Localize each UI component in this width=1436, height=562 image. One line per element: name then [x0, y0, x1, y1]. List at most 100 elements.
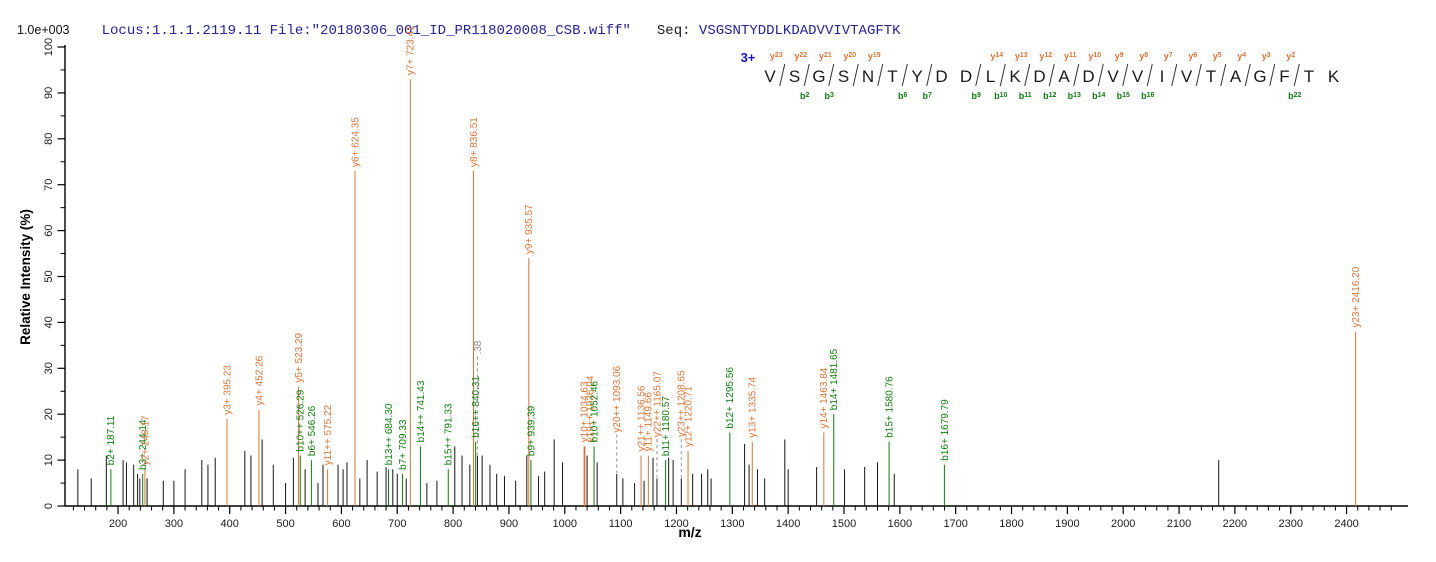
fragment-slash [1024, 63, 1031, 87]
peak-label-y-ion: y19++ 1036.04 [585, 375, 596, 442]
peak-label-y-ion: y7+ 723.41 [406, 25, 417, 75]
fragment-slash [1220, 63, 1227, 87]
title-line: Locus:1.1.1.2119.11 File:"20180306_001_I… [68, 7, 901, 55]
peak-label-b-ion: b16+ 1679.79 [940, 399, 951, 461]
residue-letter: D [1082, 67, 1094, 86]
fragment-slash [999, 63, 1006, 87]
x-tick-label: 1300 [720, 518, 744, 530]
y-tick-label: 40 [43, 316, 55, 328]
b-ion-tag: b9 [972, 91, 982, 101]
y-ion-tag: y12 [1039, 51, 1052, 61]
residue-letter: S [838, 67, 849, 86]
seq-value: VSGSNTYDDLKDADVVIVTAGFTK [698, 23, 901, 39]
residue-letter: I [1160, 67, 1165, 86]
residue-letter: A [1058, 67, 1070, 86]
x-tick-label: 1200 [664, 518, 688, 530]
y-ion-tag: y22 [794, 51, 807, 61]
residue-letter: T [1304, 67, 1314, 86]
b-ion-tag: b11 [1019, 91, 1032, 101]
peak-label-b-ion: b10+ 1052.46 [589, 380, 600, 442]
peak-label-y-ion: y13+ 1335.74 [748, 376, 759, 437]
peak-label-y-ion: y9+ 935.57 [524, 204, 535, 254]
peak-label-b-ion: b2+ 187.11 [106, 415, 117, 465]
y-ion-tag: y10 [1088, 51, 1101, 61]
x-axis-title: m/z [678, 524, 701, 540]
peak-label-y-ion: y11+ 1149.66 [644, 392, 655, 452]
x-tick-label: 700 [388, 518, 406, 530]
y-ion-tag: y7 [1164, 51, 1173, 61]
residue-letter: S [789, 67, 800, 86]
y-ion-tag: y11 [1064, 51, 1077, 61]
b-ion-tag: b10 [994, 91, 1007, 101]
peak-label-y-ion: y2+ 248.17 [140, 415, 151, 465]
residue-letter: L [986, 67, 995, 86]
y-tick-label: 20 [43, 408, 55, 420]
fragment-slash [1073, 63, 1080, 87]
y-ion-tag: y21 [819, 51, 832, 61]
peak-label-b-ion: b10++ 526.29 [296, 389, 307, 451]
x-tick-label: 200 [109, 518, 127, 530]
y-tick-label: 0 [43, 503, 55, 509]
peak-label-b-ion: b14++ 741.43 [416, 380, 427, 442]
y-ion-tag: y8 [1139, 51, 1148, 61]
residue-letter: K [1009, 67, 1021, 86]
residue-letter: T [1206, 67, 1216, 86]
residue-letter: D [935, 67, 947, 86]
residue-letter: V [1181, 67, 1193, 86]
seq-label: Seq: [656, 23, 699, 39]
x-tick-label: 1500 [832, 518, 856, 530]
residue-letter: G [812, 67, 825, 86]
x-tick-label: 1600 [888, 518, 912, 530]
x-tick-label: 600 [332, 518, 350, 530]
peak-label-dashed: y23++ 1208.65 [677, 370, 688, 437]
b-ion-tag: b12 [1043, 91, 1056, 101]
y-tick-label: 60 [43, 224, 55, 236]
fragment-slash [926, 63, 933, 87]
fragment-slash [901, 63, 908, 87]
peak-label-b-ion: b7+ 709.33 [398, 419, 409, 470]
residue-letter: K [1328, 67, 1340, 86]
precursor-charge-label: 3+ [741, 50, 756, 65]
x-tick-label: 1100 [609, 518, 633, 530]
peak-label-b-ion: b13++ 684.30 [384, 403, 395, 465]
y-ion-tag: y6 [1188, 51, 1197, 61]
b-ion-tag: b22 [1288, 91, 1301, 101]
peak-label-y-ion: y8+ 836.51 [469, 117, 480, 167]
y-ion-tag: y13 [1015, 51, 1028, 61]
fragment-slash [1048, 63, 1055, 87]
fragment-slash [1195, 63, 1202, 87]
x-tick-label: 2000 [1111, 518, 1135, 530]
peak-label-b-ion: b9+ 939.39 [526, 405, 537, 456]
fragment-slash [1097, 63, 1104, 87]
peak-label-b-ion: b16++ 840.31 [471, 376, 482, 438]
x-tick-label: 1700 [943, 518, 967, 530]
y-ion-tag: y4 [1237, 51, 1246, 61]
x-tick-label: 1000 [553, 518, 577, 530]
x-tick-label: 1900 [1055, 518, 1079, 530]
y-tick-label: 70 [43, 179, 55, 191]
peak-label-y-ion: y3+ 395.23 [222, 365, 233, 415]
x-tick-label: 500 [276, 518, 294, 530]
b-ion-tag: b14 [1092, 91, 1105, 101]
y-ion-tag: y14 [990, 51, 1003, 61]
b-ion-tag: b15 [1117, 91, 1130, 101]
x-tick-label: 2100 [1167, 518, 1191, 530]
x-tick-label: 2300 [1278, 518, 1302, 530]
peak-label-b-ion: b11+ 1180.57 [661, 396, 672, 456]
peak-label-b-ion: b15+ 1580.76 [884, 376, 895, 438]
peak-label-dashed: y22++ 1165.07 [652, 371, 663, 437]
y-ion-tag: y20 [843, 51, 856, 61]
residue-letter: F [1279, 67, 1289, 86]
x-tick-label: 900 [500, 518, 518, 530]
residue-letter: V [1107, 67, 1119, 86]
peak-label-y-ion: y5+ 523.29 [294, 332, 305, 382]
b-ion-tag: b6 [898, 91, 908, 101]
y-ion-tag: y2 [1286, 51, 1295, 61]
fragment-slash [975, 63, 982, 87]
y-tick-label: 30 [43, 362, 55, 374]
fragment-slash [877, 63, 884, 87]
peak-label-y-ion: y12+ 1220.71 [683, 386, 694, 447]
fragment-slash [852, 63, 859, 87]
